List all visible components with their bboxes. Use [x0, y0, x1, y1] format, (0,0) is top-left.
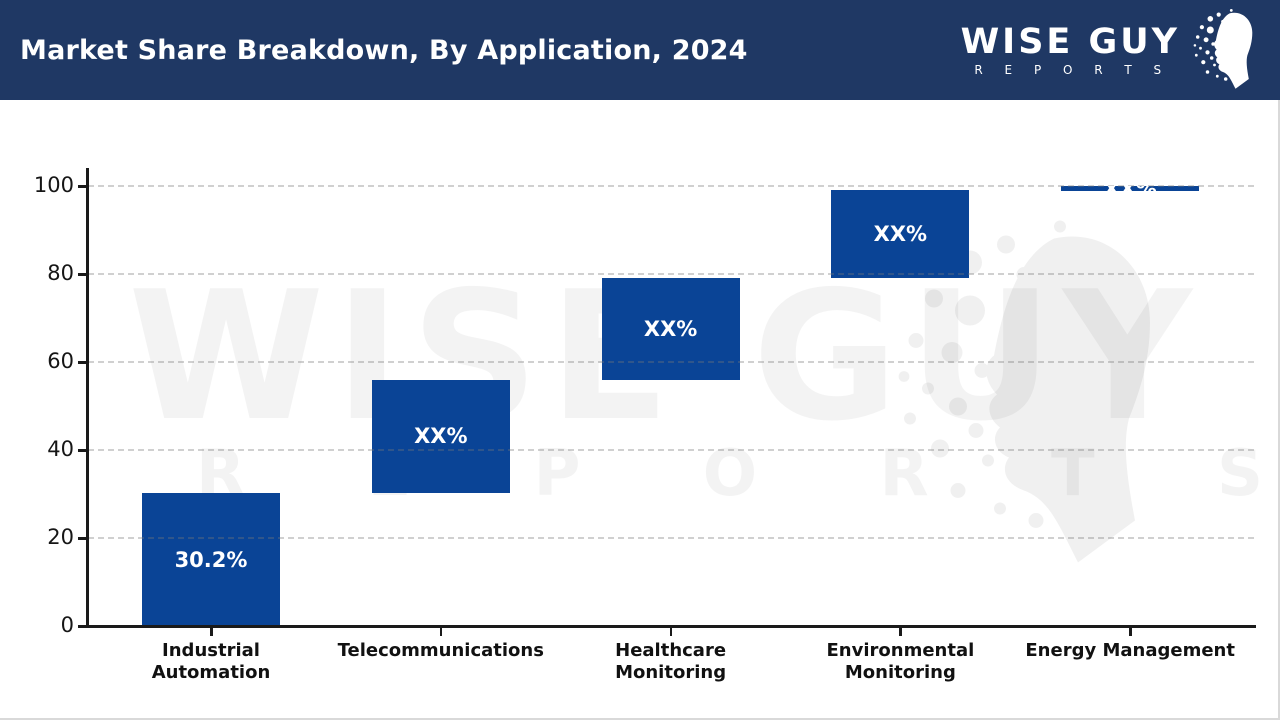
x-category-label: Telecommunications	[337, 640, 544, 661]
y-tick-label: 80	[47, 261, 74, 285]
gridline	[88, 273, 1254, 275]
y-tick-label: 0	[60, 613, 74, 637]
bar-value-label: XX%	[1061, 186, 1199, 191]
y-tick-mark	[78, 449, 87, 452]
x-axis-line	[86, 625, 1256, 628]
x-category-label: Industrial Automation	[151, 640, 271, 683]
y-tick-mark	[78, 361, 87, 364]
bar	[1061, 186, 1200, 192]
bar-value-label: XX%	[643, 316, 698, 341]
x-tick-mark	[439, 627, 443, 636]
x-category-label: Energy Management	[1025, 640, 1235, 661]
page-right-border	[1278, 100, 1280, 720]
page-title: Market Share Breakdown, By Application, …	[20, 34, 748, 66]
wiseguy-logo: WISE GUY R E P O R T S	[961, 8, 1266, 94]
gridline	[88, 185, 1254, 187]
x-tick-mark	[1129, 627, 1132, 636]
y-tick-mark	[78, 625, 87, 628]
x-category-label: Environmental Monitoring	[826, 640, 975, 683]
bar-value-label: XX%	[873, 222, 928, 247]
gridline	[88, 449, 1254, 451]
wiseguy-logo-text: WISE GUY R E P O R T S	[960, 22, 1180, 78]
x-category-label: Healthcare Monitoring	[615, 640, 727, 683]
bar	[831, 190, 970, 279]
x-tick-mark	[210, 627, 213, 636]
page-bottom-border	[0, 718, 1280, 720]
gridline	[88, 361, 1254, 363]
y-axis-line	[86, 168, 89, 628]
y-tick-label: 40	[47, 437, 74, 461]
bar-value-label: 30.2%	[174, 547, 248, 572]
logo-brand-name: WISE GUY	[960, 22, 1180, 62]
y-tick-mark	[78, 185, 87, 188]
y-tick-label: 100	[33, 173, 74, 197]
y-tick-mark	[78, 537, 87, 540]
gridline	[88, 537, 1254, 539]
header-bar: Market Share Breakdown, By Application, …	[0, 0, 1280, 100]
bar	[142, 493, 280, 626]
bar	[601, 278, 740, 380]
logo-brand-subtitle: R E P O R T S	[974, 63, 1171, 77]
y-tick-mark	[78, 273, 87, 276]
y-tick-label: 20	[47, 525, 74, 549]
bar	[371, 379, 510, 494]
y-tick-label: 60	[47, 349, 74, 373]
x-tick-mark	[899, 627, 902, 636]
x-tick-mark	[669, 627, 673, 636]
bar-value-label: XX%	[414, 424, 468, 449]
